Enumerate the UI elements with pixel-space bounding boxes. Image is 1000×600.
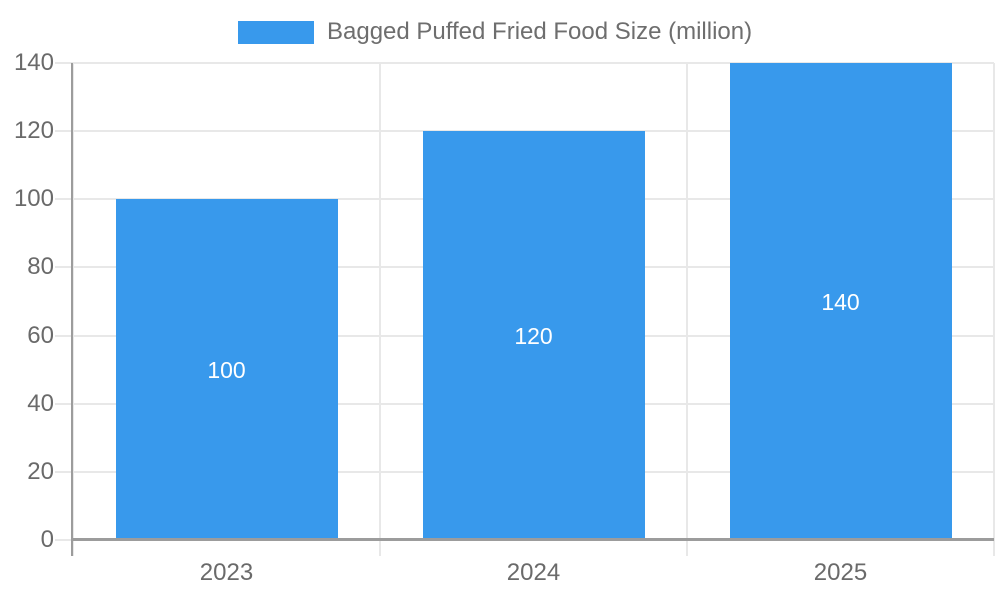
bar-value-label: 100 bbox=[207, 356, 246, 383]
legend-swatch-icon bbox=[238, 20, 314, 44]
y-axis-tick-label: 0 bbox=[40, 526, 54, 553]
bar-value-label: 120 bbox=[514, 322, 553, 349]
x-axis-category-label: 2024 bbox=[506, 559, 561, 586]
x-axis-category-label: 2023 bbox=[199, 559, 254, 586]
y-axis-tick-label: 40 bbox=[27, 389, 54, 417]
bar-value-label: 140 bbox=[821, 288, 860, 315]
bar-2025[interactable] bbox=[729, 63, 952, 540]
vertical-gridline bbox=[72, 63, 74, 556]
horizontal-gridline bbox=[55, 62, 994, 64]
x-axis-category-label: 2025 bbox=[813, 559, 868, 586]
y-axis-tick-label: 80 bbox=[27, 253, 54, 281]
vertical-gridline bbox=[686, 63, 688, 556]
legend-label: Bagged Puffed Fried Food Size (million) bbox=[327, 18, 753, 45]
y-axis-tick-label: 120 bbox=[13, 117, 54, 145]
bar-2024[interactable] bbox=[422, 131, 645, 540]
y-axis-tick-label: 140 bbox=[13, 49, 54, 76]
y-axis-line bbox=[71, 63, 73, 556]
y-axis-tick-label: 20 bbox=[27, 457, 54, 485]
bar-2023[interactable] bbox=[115, 199, 338, 540]
y-axis-tick-label: 100 bbox=[13, 185, 54, 213]
vertical-gridline bbox=[379, 63, 381, 556]
vertical-gridline bbox=[993, 63, 995, 556]
y-axis-tick-label: 60 bbox=[27, 321, 54, 349]
x-axis-line bbox=[71, 538, 994, 541]
legend-item[interactable]: Bagged Puffed Fried Food Size (million) bbox=[238, 18, 752, 46]
